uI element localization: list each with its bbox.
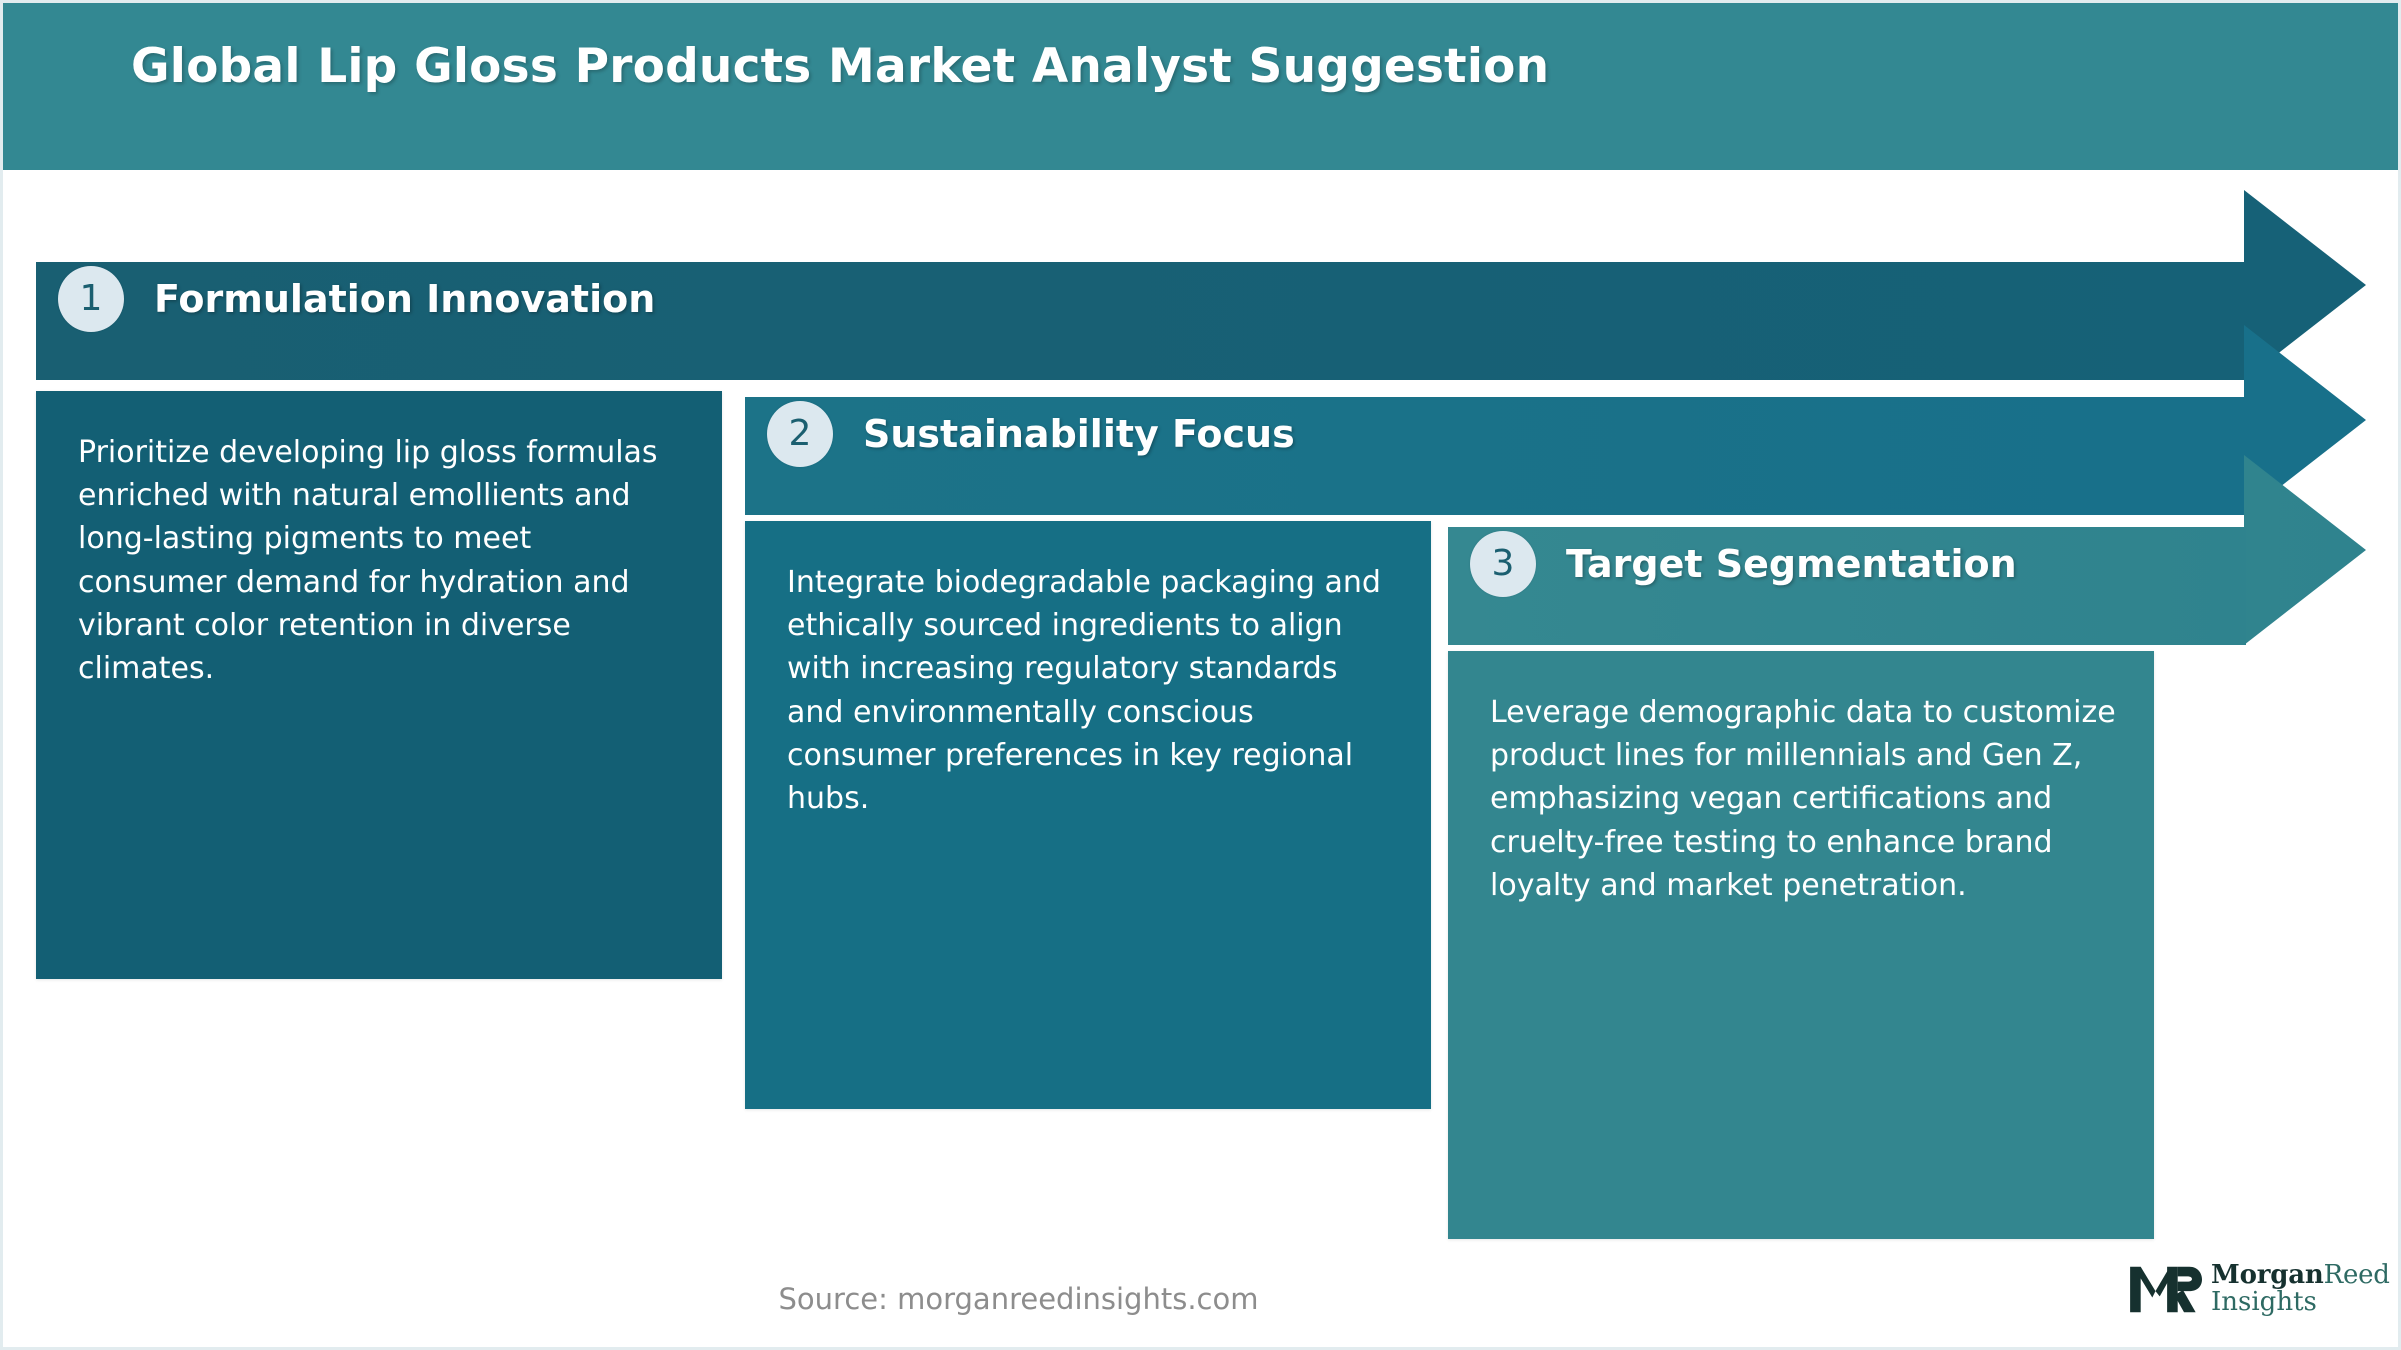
step-band-2[interactable]: 2 Sustainability Focus	[745, 325, 2366, 515]
step-body-1: Prioritize developing lip gloss formulas…	[78, 435, 658, 686]
step-number-badge-1: 1	[58, 266, 124, 332]
source-attribution-text: Source: morganreedinsights.com	[778, 1282, 1259, 1316]
step-number-badge-3: 3	[1470, 531, 1536, 597]
step-title-3: Target Segmentation	[1566, 542, 2017, 586]
logo-word-morgan: Morgan	[2211, 1260, 2324, 1291]
step-title-1: Formulation Innovation	[154, 277, 656, 321]
logo-word-insights: Insights	[2211, 1287, 2317, 1317]
step-card-1: Prioritize developing lip gloss formulas…	[36, 391, 722, 979]
step-card-2: Integrate biodegradable packaging and et…	[745, 521, 1431, 1109]
step-card-3: Leverage demographic data to customize p…	[1448, 651, 2154, 1239]
arrow-shape-2	[745, 325, 2366, 515]
step-title-2: Sustainability Focus	[863, 412, 1295, 456]
step-band-1-content: 1 Formulation Innovation	[58, 262, 655, 336]
mr-monogram-icon	[2130, 1266, 2202, 1313]
step-band-1[interactable]: 1 Formulation Innovation	[36, 190, 2366, 380]
logo-wordmark: MorganReed Insights	[2211, 1262, 2390, 1315]
step-band-3-content: 3 Target Segmentation	[1470, 527, 2017, 601]
step-body-2: Integrate biodegradable packaging and et…	[787, 565, 1381, 816]
logo-line-primary: MorganReed	[2211, 1262, 2390, 1289]
logo-word-reed: Reed	[2323, 1260, 2390, 1291]
step-body-3: Leverage demographic data to customize p…	[1490, 695, 2116, 903]
source-attribution: Source: morganreedinsights.com	[0, 1282, 2401, 1316]
step-band-2-content: 2 Sustainability Focus	[767, 397, 1295, 471]
page-title: Global Lip Gloss Products Market Analyst…	[131, 39, 1550, 94]
arrow-shape-3	[1448, 455, 2366, 645]
header-banner: Global Lip Gloss Products Market Analyst…	[3, 3, 2398, 170]
brand-logo: MorganReed Insights	[2128, 1258, 2390, 1320]
step-number-badge-2: 2	[767, 401, 833, 467]
step-band-3[interactable]: 3 Target Segmentation	[1448, 455, 2366, 645]
arrow-shape-1	[36, 190, 2366, 380]
